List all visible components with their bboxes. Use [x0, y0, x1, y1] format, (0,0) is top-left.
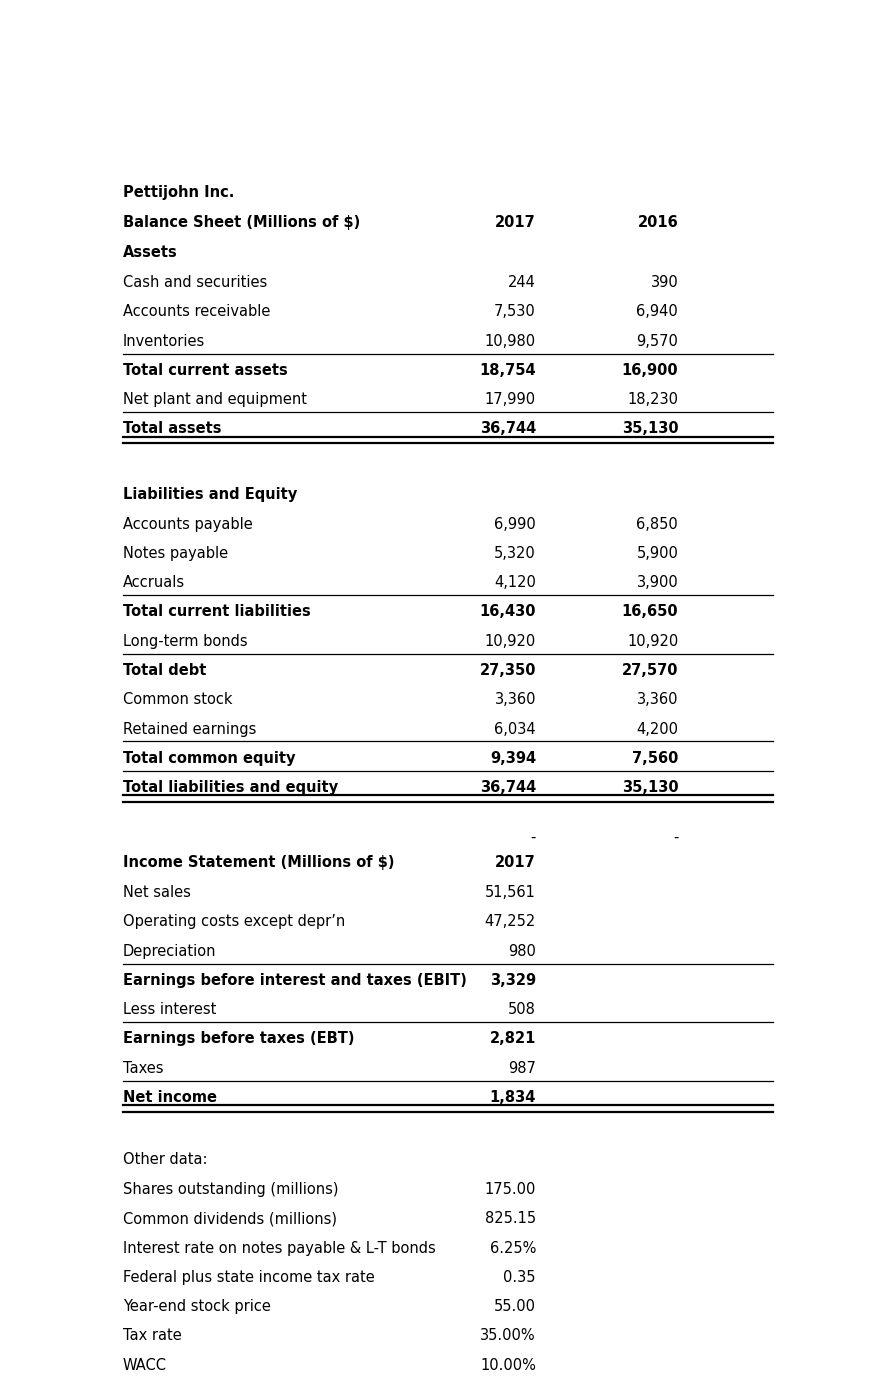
Text: 5,900: 5,900	[636, 546, 678, 561]
Text: 2,821: 2,821	[489, 1031, 536, 1046]
Text: 10,920: 10,920	[627, 634, 678, 649]
Text: 3,360: 3,360	[637, 692, 678, 708]
Text: 980: 980	[508, 943, 536, 958]
Text: Taxes: Taxes	[122, 1060, 163, 1075]
Text: 7,530: 7,530	[494, 305, 536, 319]
Text: 390: 390	[650, 276, 678, 290]
Text: 3,900: 3,900	[636, 575, 678, 591]
Text: 2016: 2016	[637, 216, 678, 230]
Text: 16,900: 16,900	[621, 364, 678, 378]
Text: 10.00%: 10.00%	[480, 1358, 536, 1372]
Text: -: -	[673, 830, 678, 846]
Text: Accounts receivable: Accounts receivable	[122, 305, 270, 319]
Text: -: -	[531, 830, 536, 846]
Text: Tax rate: Tax rate	[122, 1329, 182, 1343]
Text: 9,394: 9,394	[489, 751, 536, 766]
Text: Balance Sheet (Millions of $): Balance Sheet (Millions of $)	[122, 216, 360, 230]
Text: 4,200: 4,200	[636, 722, 678, 737]
Text: Pettijohn Inc.: Pettijohn Inc.	[122, 185, 234, 201]
Text: WACC: WACC	[122, 1358, 167, 1372]
Text: 6.25%: 6.25%	[489, 1241, 536, 1255]
Text: Total common equity: Total common equity	[122, 751, 295, 766]
Text: Federal plus state income tax rate: Federal plus state income tax rate	[122, 1270, 375, 1284]
Text: 508: 508	[508, 1002, 536, 1017]
Text: 36,744: 36,744	[480, 780, 536, 795]
Text: 35,130: 35,130	[621, 422, 678, 436]
Text: Total assets: Total assets	[122, 422, 221, 436]
Text: 51,561: 51,561	[485, 885, 536, 900]
Text: Total debt: Total debt	[122, 663, 206, 678]
Text: 2017: 2017	[496, 216, 536, 230]
Text: 1,834: 1,834	[489, 1089, 536, 1105]
Text: 16,650: 16,650	[621, 605, 678, 620]
Text: 825.15: 825.15	[485, 1212, 536, 1226]
Text: Liabilities and Equity: Liabilities and Equity	[122, 486, 297, 501]
Text: Total liabilities and equity: Total liabilities and equity	[122, 780, 338, 795]
Text: 0.35: 0.35	[503, 1270, 536, 1284]
Text: Common dividends (millions): Common dividends (millions)	[122, 1212, 336, 1226]
Text: Cash and securities: Cash and securities	[122, 276, 267, 290]
Text: Inventories: Inventories	[122, 334, 205, 348]
Text: Operating costs except depr’n: Operating costs except depr’n	[122, 914, 345, 929]
Text: 2017: 2017	[496, 855, 536, 871]
Text: 36,744: 36,744	[480, 422, 536, 436]
Text: Less interest: Less interest	[122, 1002, 216, 1017]
Text: 47,252: 47,252	[485, 914, 536, 929]
Text: 16,430: 16,430	[480, 605, 536, 620]
Text: Year-end stock price: Year-end stock price	[122, 1300, 271, 1314]
Text: 5,320: 5,320	[494, 546, 536, 561]
Text: 27,350: 27,350	[480, 663, 536, 678]
Text: 35.00%: 35.00%	[481, 1329, 536, 1343]
Text: 10,920: 10,920	[485, 634, 536, 649]
Text: Income Statement (Millions of $): Income Statement (Millions of $)	[122, 855, 394, 871]
Text: 18,754: 18,754	[479, 364, 536, 378]
Text: Common stock: Common stock	[122, 692, 232, 708]
Text: 27,570: 27,570	[621, 663, 678, 678]
Text: Depreciation: Depreciation	[122, 943, 216, 958]
Text: 35,130: 35,130	[621, 780, 678, 795]
Text: 6,850: 6,850	[636, 517, 678, 532]
Text: Total current liabilities: Total current liabilities	[122, 605, 310, 620]
Text: Total current assets: Total current assets	[122, 364, 288, 378]
Text: 55.00: 55.00	[494, 1300, 536, 1314]
Text: 6,990: 6,990	[494, 517, 536, 532]
Text: Accounts payable: Accounts payable	[122, 517, 253, 532]
Text: 6,034: 6,034	[495, 722, 536, 737]
Text: 3,329: 3,329	[489, 972, 536, 988]
Text: 4,120: 4,120	[494, 575, 536, 591]
Text: 9,570: 9,570	[636, 334, 678, 348]
Text: 987: 987	[508, 1060, 536, 1075]
Text: Earnings before taxes (EBT): Earnings before taxes (EBT)	[122, 1031, 354, 1046]
Text: Assets: Assets	[122, 245, 177, 260]
Text: Notes payable: Notes payable	[122, 546, 228, 561]
Text: 3,360: 3,360	[495, 692, 536, 708]
Text: 175.00: 175.00	[484, 1183, 536, 1197]
Text: Interest rate on notes payable & L-T bonds: Interest rate on notes payable & L-T bon…	[122, 1241, 435, 1255]
Text: 6,940: 6,940	[636, 305, 678, 319]
Text: Other data:: Other data:	[122, 1152, 207, 1167]
Text: 10,980: 10,980	[485, 334, 536, 348]
Text: 244: 244	[508, 276, 536, 290]
Text: Net plant and equipment: Net plant and equipment	[122, 393, 307, 407]
Text: 7,560: 7,560	[632, 751, 678, 766]
Text: Net income: Net income	[122, 1089, 217, 1105]
Text: Accruals: Accruals	[122, 575, 185, 591]
Text: Long-term bonds: Long-term bonds	[122, 634, 247, 649]
Text: 18,230: 18,230	[628, 393, 678, 407]
Text: Shares outstanding (millions): Shares outstanding (millions)	[122, 1183, 338, 1197]
Text: Retained earnings: Retained earnings	[122, 722, 256, 737]
Text: Earnings before interest and taxes (EBIT): Earnings before interest and taxes (EBIT…	[122, 972, 467, 988]
Text: Net sales: Net sales	[122, 885, 191, 900]
Text: 17,990: 17,990	[485, 393, 536, 407]
